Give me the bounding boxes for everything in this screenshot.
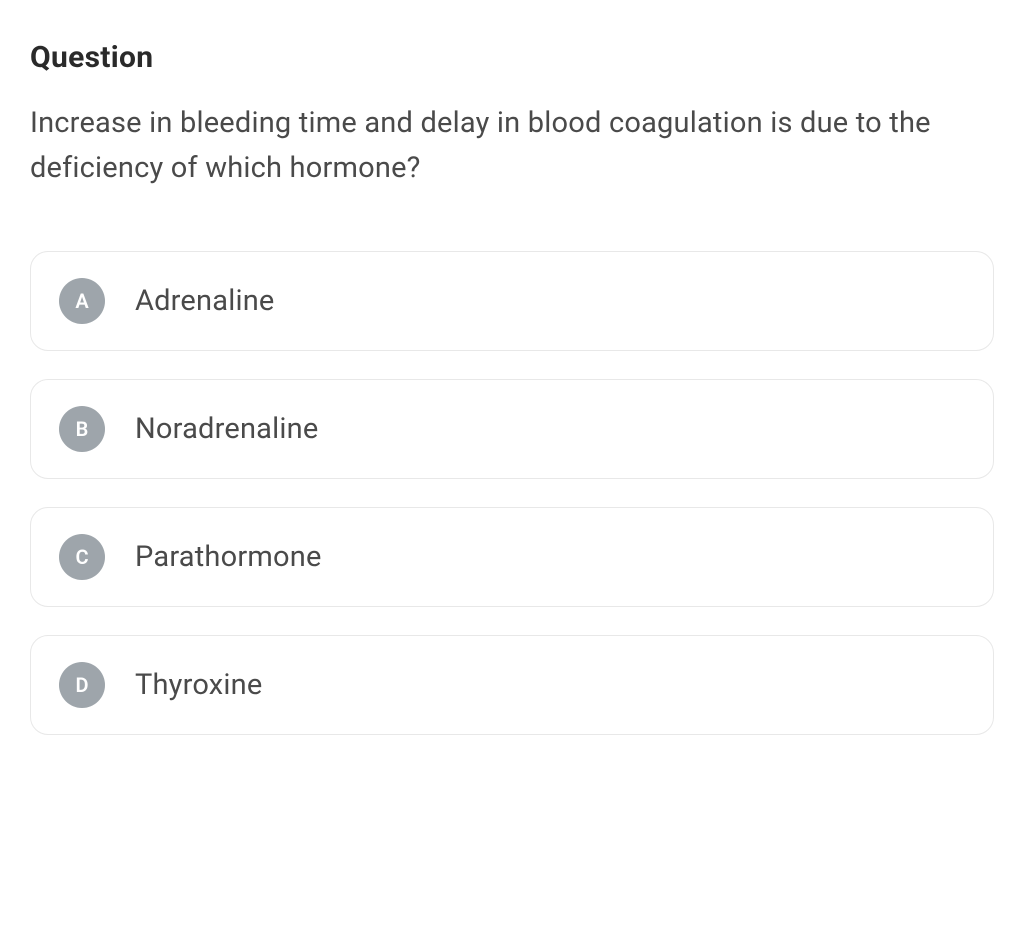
option-badge-b: B bbox=[59, 406, 105, 452]
question-header: Question bbox=[30, 40, 994, 75]
option-label-b: Noradrenaline bbox=[135, 412, 318, 446]
option-a[interactable]: A Adrenaline bbox=[30, 251, 994, 351]
option-label-d: Thyroxine bbox=[135, 668, 262, 702]
option-badge-a: A bbox=[59, 278, 105, 324]
option-label-c: Parathormone bbox=[135, 540, 322, 574]
option-b[interactable]: B Noradrenaline bbox=[30, 379, 994, 479]
options-container: A Adrenaline B Noradrenaline C Parathorm… bbox=[30, 251, 994, 735]
question-text: Increase in bleeding time and delay in b… bbox=[30, 101, 994, 191]
option-d[interactable]: D Thyroxine bbox=[30, 635, 994, 735]
option-c[interactable]: C Parathormone bbox=[30, 507, 994, 607]
option-label-a: Adrenaline bbox=[135, 284, 275, 318]
option-badge-d: D bbox=[59, 662, 105, 708]
option-badge-c: C bbox=[59, 534, 105, 580]
